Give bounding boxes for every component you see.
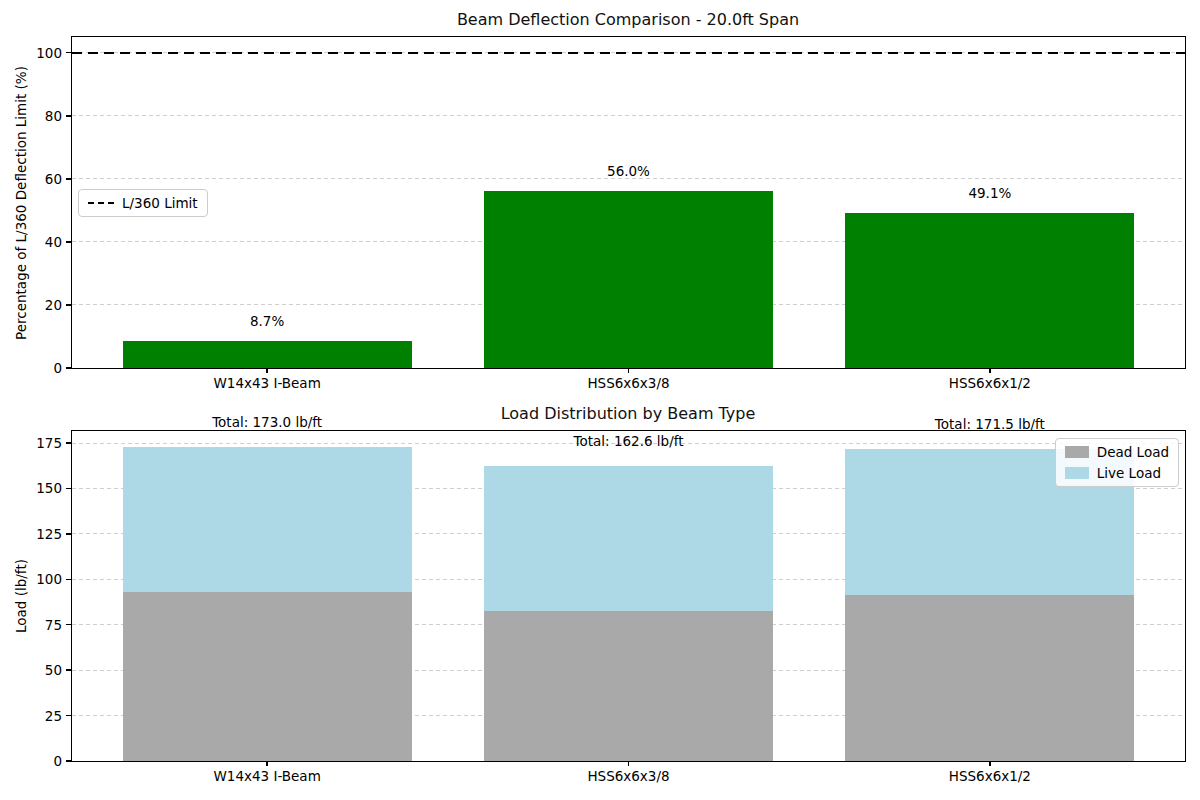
y-tick-mark <box>66 624 71 625</box>
legend-entry: Dead Load <box>1065 444 1169 460</box>
load-y-axis-label: Load (lb/ft) <box>13 559 29 633</box>
gridline <box>72 115 1185 116</box>
y-tick-label: 125 <box>36 526 62 542</box>
x-tick-mark <box>266 368 267 373</box>
category-tick-label: HSS6x6x3/8 <box>587 375 669 391</box>
bar-value-label: 56.0% <box>607 163 650 179</box>
legend-entry: L/360 Limit <box>88 195 198 211</box>
legend: Dead Load Live Load <box>1055 438 1179 487</box>
y-tick-label: 40 <box>45 234 62 250</box>
x-tick-mark <box>989 761 990 766</box>
category-tick-label: W14x43 I-Beam <box>213 375 320 391</box>
category-tick-label: HSS6x6x1/2 <box>949 768 1031 784</box>
legend-label: Dead Load <box>1097 444 1169 460</box>
deflection-chart-title: Beam Deflection Comparison - 20.0ft Span <box>457 10 799 29</box>
load-chart-title: Load Distribution by Beam Type <box>501 404 756 423</box>
bar-value-label: 8.7% <box>250 313 284 329</box>
x-tick-mark <box>989 368 990 373</box>
color-swatch-icon <box>1065 446 1089 458</box>
y-tick-label: 60 <box>45 171 62 187</box>
deflection-bar <box>123 341 412 368</box>
y-tick-mark <box>66 52 71 53</box>
y-tick-mark <box>66 760 71 761</box>
y-tick-mark <box>66 442 71 443</box>
y-tick-mark <box>66 115 71 116</box>
y-tick-mark <box>66 715 71 716</box>
category-tick-label: HSS6x6x1/2 <box>949 375 1031 391</box>
y-tick-label: 175 <box>36 435 62 451</box>
dashed-line-icon <box>88 202 114 204</box>
y-tick-label: 50 <box>45 662 62 678</box>
bar-value-label: 49.1% <box>968 185 1011 201</box>
deflection-y-axis-label: Percentage of L/360 Deflection Limit (%) <box>13 66 29 340</box>
y-tick-mark <box>66 304 71 305</box>
y-tick-label: 0 <box>53 360 62 376</box>
y-tick-mark <box>66 367 71 368</box>
y-tick-label: 100 <box>36 571 62 587</box>
category-tick-label: W14x43 I-Beam <box>213 768 320 784</box>
live-load-bar-segment <box>123 447 412 592</box>
y-tick-mark <box>66 669 71 670</box>
dead-load-bar-segment <box>123 592 412 761</box>
y-tick-mark <box>66 178 71 179</box>
y-tick-mark <box>66 241 71 242</box>
y-tick-label: 80 <box>45 108 62 124</box>
deflection-bar <box>484 191 773 368</box>
limit-line <box>72 52 1185 54</box>
category-tick-label: HSS6x6x3/8 <box>587 768 669 784</box>
load-plot-area: 0255075100125150175Total: 173.0 lb/ftW14… <box>71 430 1186 762</box>
deflection-bar <box>845 213 1134 368</box>
deflection-plot-area: 0204060801008.7%W14x43 I-Beam56.0%HSS6x6… <box>71 36 1186 369</box>
legend-label: L/360 Limit <box>122 195 198 211</box>
total-label: Total: 171.5 lb/ft <box>935 416 1045 432</box>
y-tick-mark <box>66 488 71 489</box>
y-tick-mark <box>66 579 71 580</box>
figure: Beam Deflection Comparison - 20.0ft Span… <box>0 0 1200 800</box>
x-tick-mark <box>628 368 629 373</box>
y-tick-mark <box>66 533 71 534</box>
legend: L/360 Limit <box>78 189 208 217</box>
y-tick-label: 0 <box>53 753 62 769</box>
dead-load-bar-segment <box>484 611 773 761</box>
legend-entry: Live Load <box>1065 465 1169 481</box>
legend-label: Live Load <box>1097 465 1161 481</box>
color-swatch-icon <box>1065 467 1089 479</box>
x-tick-mark <box>628 761 629 766</box>
live-load-bar-segment <box>484 466 773 611</box>
y-tick-label: 100 <box>36 45 62 61</box>
y-tick-label: 150 <box>36 480 62 496</box>
total-label: Total: 162.6 lb/ft <box>574 433 684 449</box>
dead-load-bar-segment <box>845 595 1134 761</box>
y-tick-label: 75 <box>45 617 62 633</box>
y-tick-label: 20 <box>45 297 62 313</box>
x-tick-mark <box>266 761 267 766</box>
total-label: Total: 173.0 lb/ft <box>212 414 322 430</box>
y-tick-label: 25 <box>45 708 62 724</box>
